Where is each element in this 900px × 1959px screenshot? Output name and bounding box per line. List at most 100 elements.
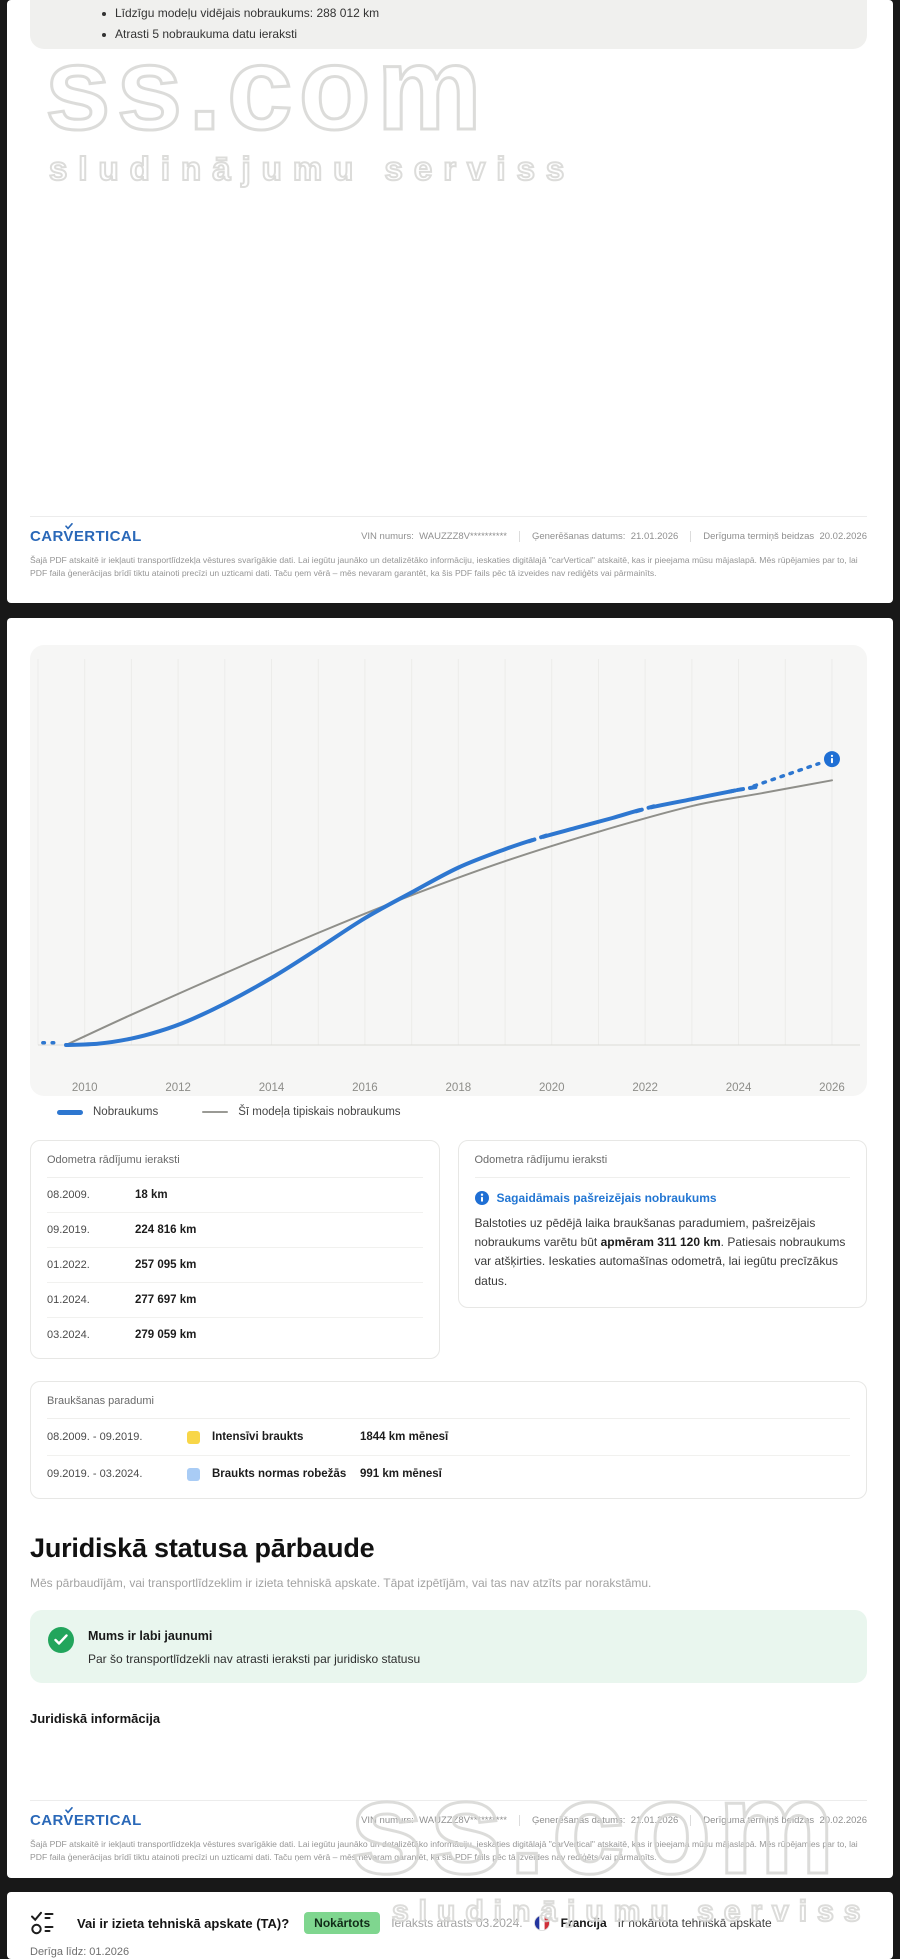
habit-value: 991 km mēnesī	[360, 1468, 442, 1480]
habit-value: 1844 km mēnesī	[360, 1431, 449, 1443]
habit-period: 09.2019. - 03.2024.	[47, 1468, 143, 1480]
table-row: 09.2019. 224 816 km	[47, 1213, 423, 1248]
inspection-question: Vai ir izieta tehniskā apskate (TA)?	[77, 1915, 290, 1931]
summary-bullet: Atrasti 5 nobraukuma datu ieraksti	[102, 24, 867, 45]
legal-status-subtitle: Mēs pārbaudījām, vai transportlīdzeklim …	[30, 1576, 652, 1590]
report-footer: CARVERTICAL VIN numurs: WAUZZZ8V********…	[30, 516, 867, 581]
x-axis-tick: 2014	[259, 1082, 285, 1094]
check-circle-icon	[48, 1627, 74, 1653]
x-axis-tick: 2024	[726, 1082, 752, 1094]
record-value: 277 697 km	[135, 1294, 197, 1306]
status-badge: Nokārtots	[304, 1912, 381, 1934]
expected-mileage-text: Balstoties uz pēdējā laika braukšanas pa…	[474, 1216, 846, 1288]
record-marker	[527, 837, 537, 844]
record-value: 18 km	[135, 1189, 168, 1201]
table-row: 01.2024. 277 697 km	[47, 1283, 423, 1318]
record-date: 01.2022.	[47, 1259, 90, 1271]
france-flag-icon	[533, 1915, 550, 1931]
meta-separator	[518, 531, 520, 542]
mileage-chart-card: 2010 2012 2014 2016 2018 2020 2022 2024 2026	[30, 645, 867, 1096]
x-axis-tick: 2016	[352, 1082, 378, 1094]
vin-number: VIN numurs: WAUZZZ8V**********	[361, 531, 507, 542]
habit-label: Braukts normas robežās	[212, 1468, 347, 1480]
watermark-subtitle: sludinājumu serviss	[48, 150, 576, 187]
summary-bullet-text: Atrasti 5 nobraukuma datu ieraksti	[115, 27, 298, 41]
mileage-line	[64, 786, 749, 1047]
footer-disclaimer: Šajā PDF atskaitē ir iekļauti transportl…	[30, 1839, 858, 1863]
x-axis-tick: 2010	[72, 1082, 98, 1094]
record-marker	[735, 787, 746, 792]
meta-separator	[690, 1815, 692, 1826]
x-axis-tick: 2012	[165, 1082, 191, 1094]
bullet-icon	[102, 33, 106, 37]
valid-until-text: Derīga līdz: 01.2026	[30, 1946, 130, 1958]
record-marker	[41, 1041, 47, 1045]
page-divider	[0, 1878, 900, 1892]
good-news-text: Par šo transportlīdzekli nav atrasti ier…	[88, 1652, 421, 1666]
habit-color-swatch	[187, 1467, 200, 1481]
panel-title: Odometra rādījumu ieraksti	[47, 1154, 423, 1178]
generation-date: Ģenerēšanas datums: 21.01.2026	[531, 1815, 679, 1826]
carvertical-logo: CARVERTICAL	[30, 523, 142, 545]
chart-legend: Nobraukums Šī modeļa tipiskais nobraukum…	[30, 1106, 867, 1118]
record-marker	[727, 788, 738, 794]
footer-disclaimer: Šajā PDF atskaitē ir iekļauti transportl…	[30, 555, 858, 579]
summary-bullet: Līdzīgu modeļu vidējais nobraukums: 288 …	[102, 3, 867, 24]
expected-mileage-panel: Odometra rādījumu ieraksti Sagaidāmais p…	[457, 1140, 867, 1308]
logo-check-icon	[65, 523, 73, 530]
expiry-date: Derīguma termiņš beidzas 20.02.2026	[703, 1815, 867, 1826]
expected-mileage-link-label: Sagaidāmais pašreizējais nobraukums	[496, 1191, 717, 1205]
mileage-legend-swatch	[57, 1109, 83, 1115]
record-value: 279 059 km	[135, 1329, 197, 1341]
bullet-icon	[102, 12, 106, 16]
good-news-panel: Mums ir labi jaunumi Par šo transportlīd…	[30, 1610, 867, 1683]
country-name: Francija	[560, 1916, 607, 1930]
inspection-row: Vai ir izieta tehniskā apskate (TA)? Nok…	[30, 1910, 867, 1936]
x-axis-tick: 2020	[539, 1082, 565, 1094]
report-footer: CARVERTICAL VIN numurs: WAUZZZ8V********…	[30, 1800, 867, 1865]
typical-mileage-line	[65, 779, 833, 1046]
table-row: 09.2019. - 03.2024. Braukts normas robež…	[47, 1456, 850, 1492]
x-axis-tick: 2018	[446, 1082, 472, 1094]
vin-number: VIN numurs: WAUZZZ8V**********	[361, 1815, 507, 1826]
habit-period: 08.2009. - 09.2019.	[47, 1431, 143, 1443]
table-row: 03.2024. 279 059 km	[47, 1318, 423, 1352]
table-row: 08.2009. 18 km	[47, 1178, 423, 1213]
mileage-chart: 2010 2012 2014 2016 2018 2020 2022 2024 2026	[37, 659, 860, 1094]
meta-separator	[690, 531, 692, 542]
x-axis-tick: 2026	[819, 1082, 845, 1094]
record-marker	[539, 833, 549, 840]
record-date: 08.2009.	[47, 1189, 90, 1201]
mileage-legend-label: Nobraukums	[93, 1106, 159, 1118]
habit-label: Intensīvi braukts	[212, 1431, 304, 1443]
projected-mileage-line	[752, 761, 821, 788]
chart-info-icon[interactable]	[823, 751, 840, 768]
record-date: 03.2024.	[47, 1329, 90, 1341]
inspection-checklist-icon	[31, 1911, 54, 1935]
record-date: 01.2024.	[47, 1294, 90, 1306]
summary-bullet-text: Līdzīgu modeļu vidējais nobraukums: 288 …	[115, 6, 380, 20]
panel-title: Braukšanas paradumi	[47, 1395, 850, 1419]
info-icon	[474, 1191, 489, 1205]
record-marker	[634, 807, 644, 814]
good-news-title: Mums ir labi jaunumi	[88, 1629, 213, 1643]
habit-color-swatch	[187, 1430, 200, 1444]
report-page-2: 2010 2012 2014 2016 2018 2020 2022 2024 2026 Nob…	[7, 618, 893, 1878]
carvertical-logo: CARVERTICAL	[30, 1807, 142, 1829]
record-date: 09.2019.	[47, 1224, 90, 1236]
record-marker	[646, 804, 656, 810]
expected-mileage-link[interactable]: Sagaidāmais pašreizējais nobraukums	[474, 1191, 851, 1205]
odometer-records-panel: Odometra rādījumu ieraksti 08.2009. 18 k…	[30, 1140, 440, 1359]
mileage-summary-panel: Līdzīgu modeļu vidējais nobraukums: 288 …	[30, 0, 867, 49]
expiry-date: Derīguma termiņš beidzas 20.02.2026	[703, 531, 867, 542]
report-page-1: Līdzīgu modeļu vidējais nobraukums: 288 …	[7, 0, 893, 603]
record-value: 224 816 km	[135, 1224, 197, 1236]
ss-com-watermark: ss.com sludinājumu serviss	[43, 29, 576, 187]
logo-check-icon	[65, 1807, 73, 1814]
record-found-note: Ieraksts atrasts 03.2024.	[391, 1916, 523, 1930]
expected-mileage-value: apmēram 311 120 km	[600, 1235, 721, 1250]
legal-status-title: Juridiskā statusa pārbaude	[30, 1533, 375, 1563]
report-page-3: Vai ir izieta tehniskā apskate (TA)? Nok…	[7, 1892, 893, 1959]
page-divider	[0, 603, 900, 618]
x-axis-tick: 2022	[632, 1082, 658, 1094]
